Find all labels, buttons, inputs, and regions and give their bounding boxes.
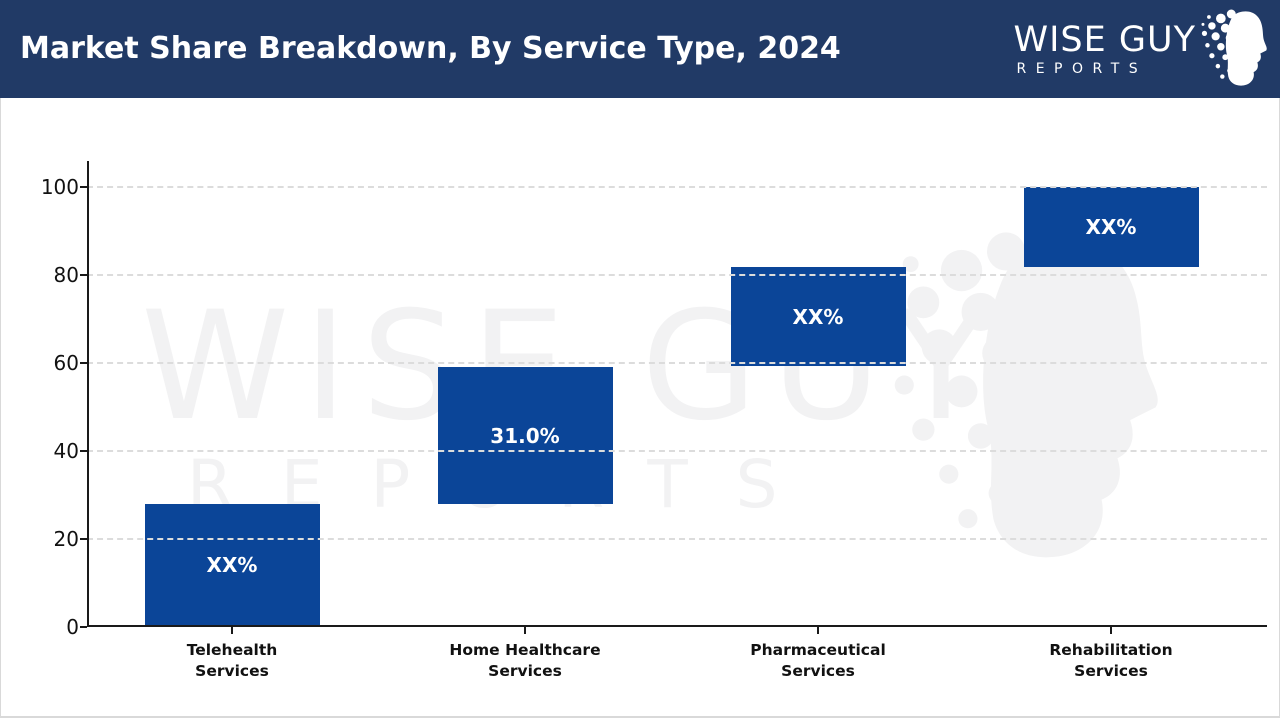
category-label-line: Rehabilitation: [1049, 641, 1173, 659]
bar-segment: XX%: [1023, 187, 1199, 268]
y-tick-label: 40: [53, 439, 79, 463]
category-label: Rehabilitation Services: [1001, 640, 1221, 682]
y-tick-mark: [80, 626, 87, 628]
x-tick-mark: [1110, 627, 1112, 634]
x-tick-mark: [231, 627, 233, 634]
y-tick-label: 100: [40, 175, 79, 199]
wise-guy-reports-logo: WISE GUY REPORTS: [1013, 0, 1270, 98]
header-bar: Market Share Breakdown, By Service Type,…: [0, 0, 1280, 98]
logo-subtitle: REPORTS: [1016, 61, 1148, 77]
watermark-face-icon: [878, 232, 1158, 558]
category-label-line: Services: [488, 662, 562, 680]
x-tick-mark: [524, 627, 526, 634]
category-label-line: Pharmaceutical: [750, 641, 886, 659]
gridline: [87, 186, 1267, 188]
y-tick-label: 0: [66, 615, 79, 639]
chart-title: Market Share Breakdown, By Service Type,…: [20, 31, 841, 66]
y-axis-line: [87, 161, 89, 627]
bar-value-label: XX%: [1085, 215, 1137, 240]
bar-segment: 31.0%: [437, 367, 613, 504]
bar-value-label: 31.0%: [490, 423, 560, 448]
gridline: [87, 362, 1267, 364]
bar-value-label: XX%: [792, 304, 844, 329]
x-tick-mark: [817, 627, 819, 634]
y-tick-label: 80: [53, 263, 79, 287]
category-label-line: Home Healthcare: [449, 641, 601, 659]
gridline: [87, 450, 1267, 452]
category-label: Home Healthcare Services: [415, 640, 635, 682]
x-axis-line: [87, 625, 1267, 627]
logo-text: WISE GUY REPORTS: [1013, 21, 1196, 77]
y-tick-label: 20: [53, 527, 79, 551]
category-label-line: Services: [781, 662, 855, 680]
category-label: Pharmaceutical Services: [708, 640, 928, 682]
gridline: [87, 538, 1267, 540]
logo-face-icon: [1201, 9, 1267, 86]
category-label-line: Services: [1074, 662, 1148, 680]
y-tick-mark: [80, 450, 87, 452]
y-tick-mark: [80, 538, 87, 540]
category-label-line: Services: [195, 662, 269, 680]
y-tick-mark: [80, 186, 87, 188]
y-tick-label: 60: [53, 351, 79, 375]
bar-segment: XX%: [730, 267, 906, 367]
bar-value-label: XX%: [206, 553, 258, 578]
y-tick-mark: [80, 362, 87, 364]
category-label-line: Telehealth: [186, 641, 278, 659]
logo-wordmark: WISE GUY: [1013, 20, 1196, 60]
bar-segment: XX%: [144, 503, 320, 627]
category-label: Telehealth Services: [122, 640, 342, 682]
gridline: [87, 274, 1267, 276]
y-tick-mark: [80, 274, 87, 276]
chart-area: WISE GUY REPORTS 020406080100XX%Teleheal…: [0, 98, 1280, 718]
